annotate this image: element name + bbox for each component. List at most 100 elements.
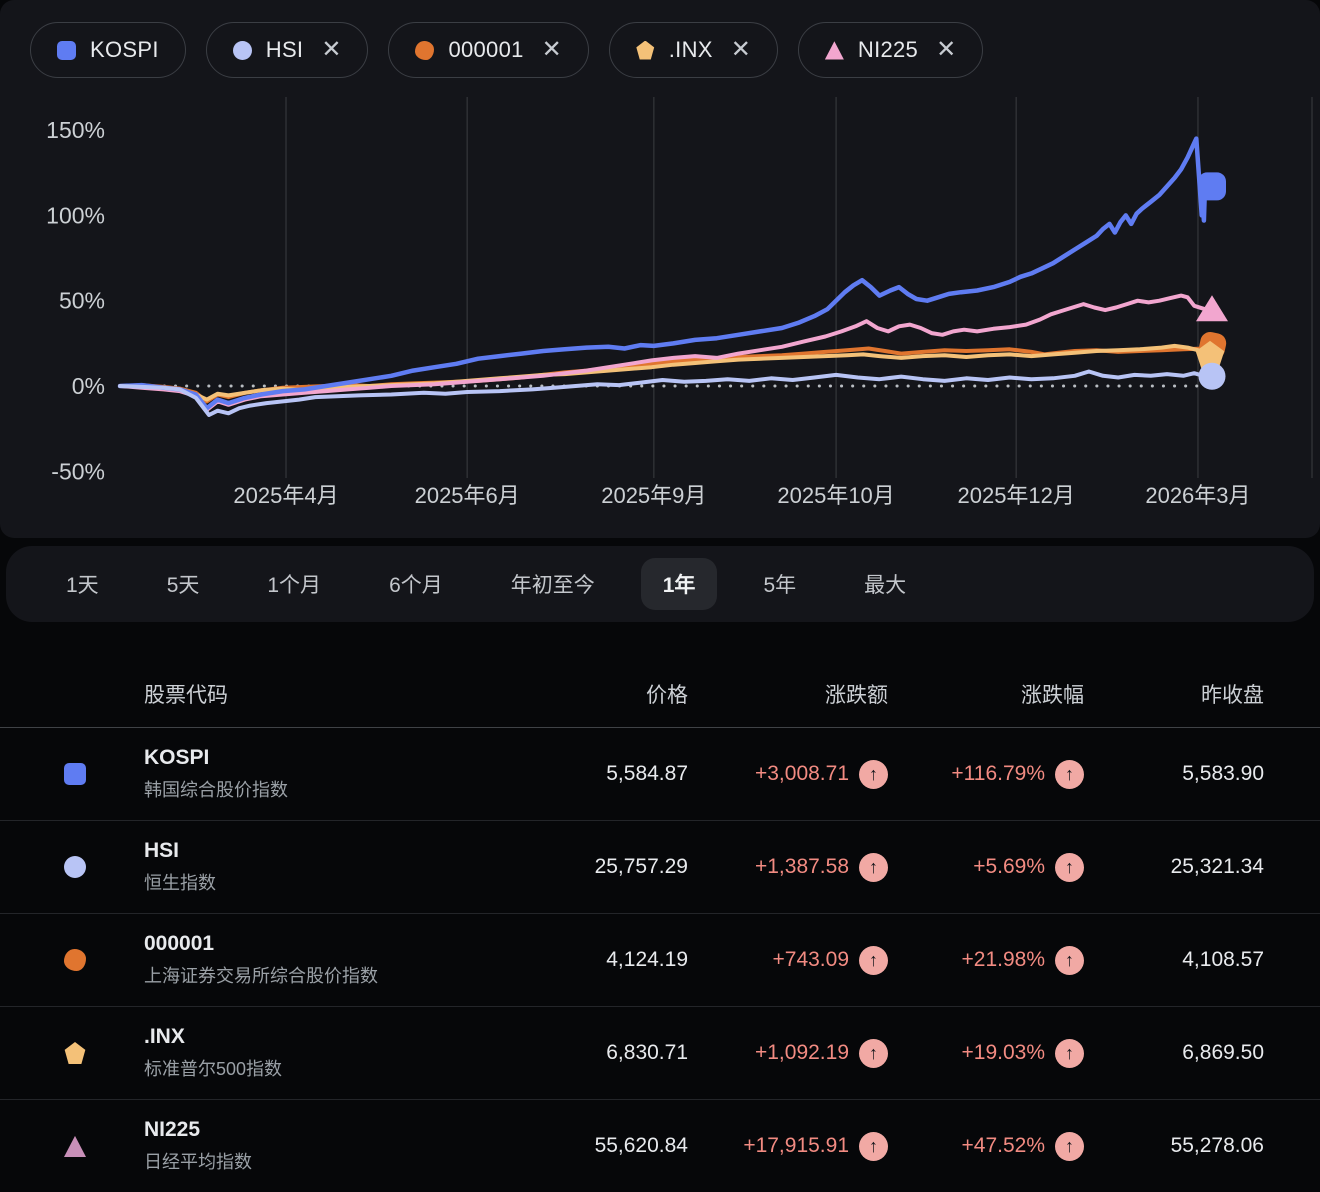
ticker-name: 日经平均指数 (144, 1152, 252, 1172)
chip-label: 000001 (448, 37, 524, 62)
y-axis-label: 150% (46, 117, 105, 143)
range-tab-max[interactable]: 最大 (864, 574, 907, 597)
chart-panel: KOSPI HSI ✕ 000001 ✕ .INX ✕ NI225 ✕ 2025年4月 2025年… (0, 0, 1320, 538)
change-pct-cell: +47.52% ↑ (888, 1131, 1084, 1161)
table-row-kospi[interactable]: KOSPI 韩国综合股价指数 5,584.87 +3,008.71 ↑ +116.79% ↑… (0, 728, 1320, 821)
.inx-pentagon-marker-icon (64, 1042, 86, 1064)
kospi-square-marker-icon (64, 763, 86, 785)
up-arrow-icon: ↑ (1055, 759, 1084, 789)
change-cell: +1,387.58 ↑ (688, 852, 888, 882)
quotes-table: 股票代码 价格 涨跌额 涨跌幅 昨收盘 KOSPI 韩国综合股价指数 5,584.8… (0, 660, 1320, 1192)
table-row-ni225[interactable]: NI225 日经平均指数 55,620.84 +17,915.91 ↑ +47.52% ↑ 5… (0, 1100, 1320, 1192)
up-arrow-icon: ↑ (1055, 945, 1084, 975)
symbol-chip-row: KOSPI HSI ✕ 000001 ✕ .INX ✕ NI225 ✕ (30, 22, 984, 78)
price-cell: 6,830.71 (606, 1041, 688, 1064)
symbol-chip-hsi[interactable]: HSI ✕ (205, 22, 369, 78)
ticker-cell: 000001 上海证券交易所综合股价指数 (144, 932, 528, 988)
change-pct-cell-value: +47.52% (961, 1134, 1046, 1157)
ticker-cell: KOSPI 韩国综合股价指数 (144, 746, 528, 802)
up-arrow-icon: ↑ (1055, 1131, 1084, 1161)
chip-label: .INX (668, 37, 713, 62)
ticker-cell: HSI 恒生指数 (144, 839, 528, 895)
ticker-symbol: KOSPI (144, 746, 210, 769)
change-pct-cell: +19.03% ↑ (888, 1038, 1084, 1068)
x-axis-label: 2025年9月 (601, 483, 706, 508)
change-pct-column-header: 涨跌幅 (1021, 683, 1084, 707)
range-tab-1d[interactable]: 1天 (66, 574, 99, 597)
change-cell: +743.09 ↑ (688, 945, 888, 975)
change-cell-value: +1,387.58 (754, 855, 849, 878)
remove-symbol-icon[interactable]: ✕ (936, 36, 957, 63)
table-header-row: 股票代码 价格 涨跌额 涨跌幅 昨收盘 (0, 660, 1320, 728)
remove-symbol-icon[interactable]: ✕ (321, 36, 342, 63)
prev-close-column-header: 昨收盘 (1201, 683, 1264, 707)
change-pct-cell-value: +5.69% (973, 855, 1045, 878)
table-body: KOSPI 韩国综合股价指数 5,584.87 +3,008.71 ↑ +116.79% ↑… (0, 728, 1320, 1192)
symbol-column-header: 股票代码 (144, 683, 228, 707)
up-arrow-icon: ↑ (1055, 1038, 1084, 1068)
x-axis-label: 2026年3月 (1145, 483, 1250, 508)
change-pct-cell-value: +19.03% (961, 1041, 1046, 1064)
change-cell: +1,092.19 ↑ (688, 1038, 888, 1068)
ticker-symbol: HSI (144, 839, 180, 862)
ticker-name: 标准普尔500指数 (144, 1059, 283, 1079)
range-tab-1m[interactable]: 1个月 (267, 574, 322, 597)
row-icon-cell (64, 856, 144, 878)
up-arrow-icon: ↑ (859, 1131, 888, 1161)
y-axis-label: -50% (51, 458, 105, 484)
price-cell: 25,757.29 (594, 855, 688, 878)
range-tab-ytd[interactable]: 年初至今 (510, 574, 595, 597)
x-axis-label: 2025年6月 (415, 483, 520, 508)
range-tab-1y[interactable]: 1年 (640, 558, 718, 610)
range-tab-5y[interactable]: 5年 (763, 574, 797, 597)
prev-close-cell: 55,278.06 (1170, 1134, 1264, 1157)
change-pct-cell: +21.98% ↑ (888, 945, 1084, 975)
change-cell-value: +3,008.71 (754, 762, 849, 785)
prev-close-cell: 6,869.50 (1182, 1041, 1264, 1064)
series-line-hsi (118, 369, 1207, 417)
symbol-chip-inx[interactable]: .INX ✕ (608, 22, 778, 78)
change-cell: +3,008.71 ↑ (688, 759, 888, 789)
chip-label: KOSPI (90, 37, 159, 62)
remove-symbol-icon[interactable]: ✕ (730, 36, 751, 63)
symbol-chip-000001[interactable]: 000001 ✕ (388, 22, 589, 78)
ticker-symbol: NI225 (144, 1118, 201, 1141)
table-row-hsi[interactable]: HSI 恒生指数 25,757.29 +1,387.58 ↑ +5.69% ↑ 25,321.… (0, 821, 1320, 914)
table-row-inx[interactable]: .INX 标准普尔500指数 6,830.71 +1,092.19 ↑ +19.03% ↑ 6… (0, 1007, 1320, 1100)
performance-line-chart[interactable]: 2025年4月 2025年6月 2025年9月 2025年10月 2025年12月 202… (0, 0, 1320, 538)
000001-blob-marker-icon (64, 949, 86, 971)
range-tab-5d[interactable]: 5天 (166, 574, 200, 597)
price-column-header: 价格 (646, 683, 688, 707)
range-tab-6m[interactable]: 6个月 (389, 574, 443, 597)
symbol-chip-kospi[interactable]: KOSPI (30, 22, 186, 78)
price-cell: 5,584.87 (606, 762, 688, 785)
change-cell-value: +17,915.91 (743, 1134, 849, 1157)
y-axis-label: 0% (72, 373, 105, 399)
series-end-marker-ni225 (1196, 295, 1228, 322)
table-row-000001[interactable]: 000001 上海证券交易所综合股价指数 4,124.19 +743.09 ↑ +21.9… (0, 914, 1320, 1007)
up-arrow-icon: ↑ (859, 1038, 888, 1068)
change-pct-cell: +5.69% ↑ (888, 852, 1084, 882)
000001-blob-marker-icon (415, 40, 435, 60)
change-pct-cell-value: +116.79% (951, 762, 1045, 785)
ni225-triangle-marker-icon (824, 41, 844, 60)
change-cell-value: +1,092.19 (754, 1041, 849, 1064)
prev-close-cell: 4,108.57 (1182, 948, 1264, 971)
ticker-name: 恒生指数 (144, 873, 216, 893)
row-icon-cell (64, 1042, 144, 1064)
hsi-circle-marker-icon (64, 856, 86, 878)
symbol-chip-ni225[interactable]: NI225 ✕ (797, 22, 984, 78)
up-arrow-icon: ↑ (1055, 852, 1084, 882)
price-cell: 4,124.19 (606, 948, 688, 971)
chip-label: HSI (265, 37, 304, 62)
change-cell: +17,915.91 ↑ (688, 1131, 888, 1161)
prev-close-cell: 5,583.90 (1182, 762, 1264, 785)
up-arrow-icon: ↑ (859, 852, 888, 882)
row-icon-cell (64, 763, 144, 785)
prev-close-cell: 25,321.34 (1170, 855, 1264, 878)
price-cell: 55,620.84 (594, 1134, 688, 1157)
change-column-header: 涨跌额 (825, 683, 888, 707)
remove-symbol-icon[interactable]: ✕ (541, 36, 562, 63)
y-axis-label: 50% (59, 288, 105, 314)
